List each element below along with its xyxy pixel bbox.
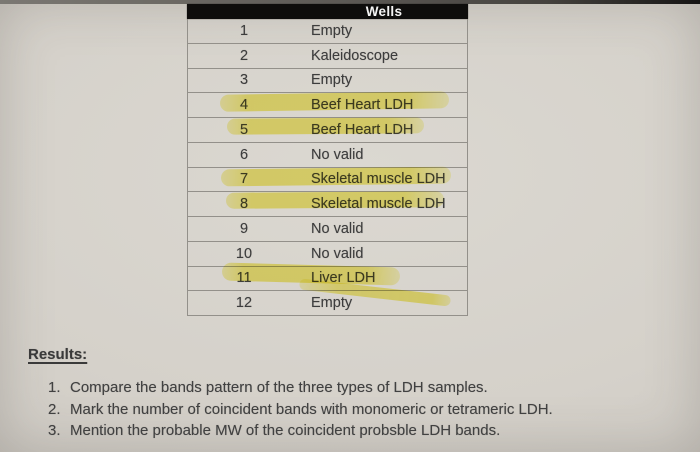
list-item-number: 3. bbox=[48, 422, 61, 440]
well-number: 7 bbox=[239, 171, 249, 188]
list-item-text: Mention the probable MW of the coinciden… bbox=[70, 422, 501, 440]
well-content: Skeletal muscle LDH bbox=[311, 196, 446, 213]
wells-table-header-row: Wells bbox=[187, 4, 468, 19]
well-content: Skeletal muscle LDH bbox=[311, 171, 446, 188]
well-content: No valid bbox=[311, 146, 364, 163]
results-heading: Results: bbox=[28, 346, 88, 363]
well-number: 5 bbox=[239, 121, 249, 138]
table-row: 12 Empty bbox=[188, 291, 467, 316]
well-content: Empty bbox=[311, 295, 353, 312]
well-number: 1 bbox=[239, 22, 249, 39]
list-item-text: Mark the number of coincident bands with… bbox=[70, 400, 553, 418]
well-number-header-cell bbox=[187, 4, 300, 19]
photo-top-edge bbox=[0, 0, 700, 4]
well-content: Kaleidoscope bbox=[311, 47, 399, 64]
list-item: 2. Mark the number of coincident bands wi… bbox=[28, 399, 553, 421]
list-item: 1. Compare the bands pattern of the three… bbox=[28, 377, 553, 399]
well-content: Liver LDH bbox=[311, 270, 376, 287]
well-number: 12 bbox=[235, 295, 253, 312]
list-item-text: Compare the bands pattern of the three t… bbox=[70, 379, 488, 397]
results-section: Results: 1. Compare the bands pattern of … bbox=[28, 346, 553, 442]
table-row: 6 No valid bbox=[188, 143, 467, 168]
well-number: 8 bbox=[239, 196, 249, 213]
well-number: 9 bbox=[239, 220, 249, 237]
table-row: 5 Beef Heart LDH bbox=[188, 118, 467, 143]
table-row: 2 Kaleidoscope bbox=[188, 44, 467, 69]
table-row: 7 Skeletal muscle LDH bbox=[188, 168, 467, 193]
wells-header-label: Wells bbox=[365, 4, 403, 19]
well-number: 10 bbox=[235, 245, 253, 262]
well-content: Beef Heart LDH bbox=[311, 121, 414, 138]
well-number: 6 bbox=[239, 146, 249, 163]
table-row: 4 Beef Heart LDH bbox=[188, 93, 467, 118]
well-number: 11 bbox=[236, 270, 252, 287]
list-item-number: 1. bbox=[48, 379, 61, 397]
table-row: 9 No valid bbox=[188, 217, 467, 242]
list-item: 3. Mention the probable MW of the coincid… bbox=[28, 420, 553, 442]
well-number: 4 bbox=[239, 97, 249, 114]
table-row: 3 Empty bbox=[188, 69, 467, 94]
list-item-number: 2. bbox=[48, 400, 61, 418]
table-row: 10 No valid bbox=[188, 242, 467, 267]
well-number: 3 bbox=[239, 72, 249, 89]
well-content: Beef Heart LDH bbox=[311, 97, 414, 114]
well-number: 2 bbox=[239, 47, 249, 64]
results-list: 1. Compare the bands pattern of the three… bbox=[28, 377, 553, 442]
well-content: No valid bbox=[311, 220, 364, 237]
table-row: 1 Empty bbox=[188, 19, 467, 44]
table-row: 8 Skeletal muscle LDH bbox=[188, 192, 467, 217]
well-content: Empty bbox=[311, 72, 353, 89]
well-content: No valid bbox=[311, 245, 364, 262]
well-content: Empty bbox=[311, 22, 353, 39]
wells-table: Wells 1 Empty 2 Kaleidoscope 3 Empty 4 Beef Hea… bbox=[187, 4, 468, 316]
table-row: 11 Liver LDH bbox=[188, 267, 467, 292]
wells-table-body: 1 Empty 2 Kaleidoscope 3 Empty 4 Beef Heart LDH… bbox=[187, 19, 468, 316]
